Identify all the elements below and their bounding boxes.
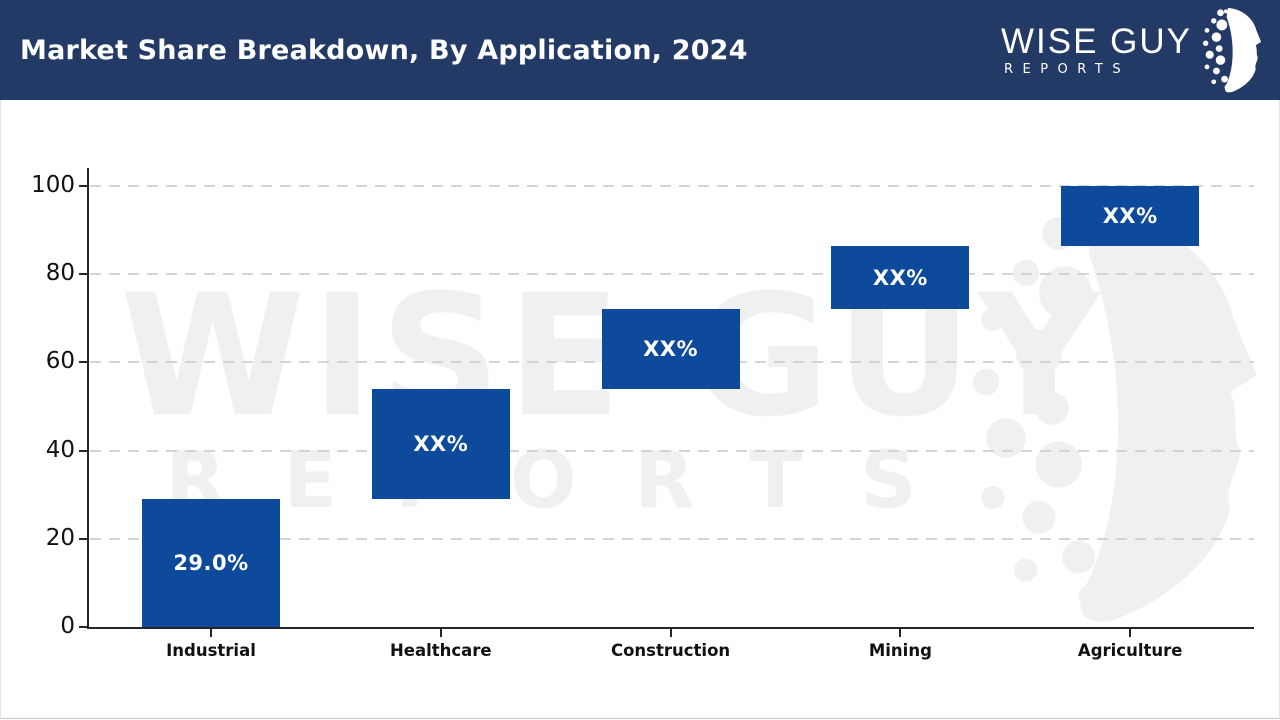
chart-title: Market Share Breakdown, By Application, … [20,34,748,66]
brand-name: WISE GUY [1000,22,1192,61]
gridline-40 [90,449,1254,452]
x-tick-mark-construction [669,629,672,637]
bar-mining: XX% [831,245,970,310]
y-tick-mark-0 [79,626,87,628]
brand-subname: REPORTS [1003,62,1131,77]
bar-construction: XX% [601,309,740,389]
brand-logo: WISE GUY REPORTS [1001,6,1280,94]
x-tick-label-mining: Mining [868,641,932,660]
x-tick-label-industrial: Industrial [166,641,256,660]
y-tick-mark-100 [79,185,87,187]
x-tick-label-construction: Construction [610,641,731,660]
y-tick-label-20: 20 [45,524,75,551]
watermark-face-icon [973,210,1257,622]
bar-value-label-healthcare: XX% [413,431,469,456]
y-tick-mark-40 [79,449,87,452]
y-tick-label-80: 80 [45,260,75,287]
x-tick-mark-industrial [210,629,212,637]
y-tick-label-40: 40 [45,436,75,463]
x-axis-line [87,627,1254,629]
brand-logo-text: WISE GUY REPORTS [1001,24,1192,76]
bar-agriculture: XX% [1061,186,1200,246]
brand-face-icon [1202,8,1262,93]
x-tick-mark-mining [899,629,902,637]
y-tick-mark-80 [79,273,87,276]
gridline-20 [90,537,1254,540]
bar-value-label-construction: XX% [643,337,699,362]
y-tick-label-60: 60 [45,348,75,375]
x-tick-label-agriculture: Agriculture [1077,641,1183,660]
y-tick-label-100: 100 [31,172,75,198]
header-bar: Market Share Breakdown, By Application, … [0,0,1280,100]
y-tick-mark-60 [79,361,87,364]
y-tick-label-0: 0 [60,613,75,639]
y-axis-line [87,168,89,629]
x-tick-mark-healthcare [439,629,442,637]
watermark-text-reports: REPORTS [165,436,975,526]
x-tick-mark-agriculture [1129,629,1132,637]
x-tick-label-healthcare: Healthcare [389,641,492,660]
gridline-100 [90,185,1254,187]
bar-industrial: 29.0% [142,499,280,627]
bar-value-label-agriculture: XX% [1102,203,1158,228]
bar-value-label-mining: XX% [872,265,928,290]
bar-value-label-industrial: 29.0% [173,551,249,576]
y-tick-mark-20 [79,537,87,540]
bar-healthcare: XX% [371,388,510,500]
gridline-80 [90,273,1254,276]
